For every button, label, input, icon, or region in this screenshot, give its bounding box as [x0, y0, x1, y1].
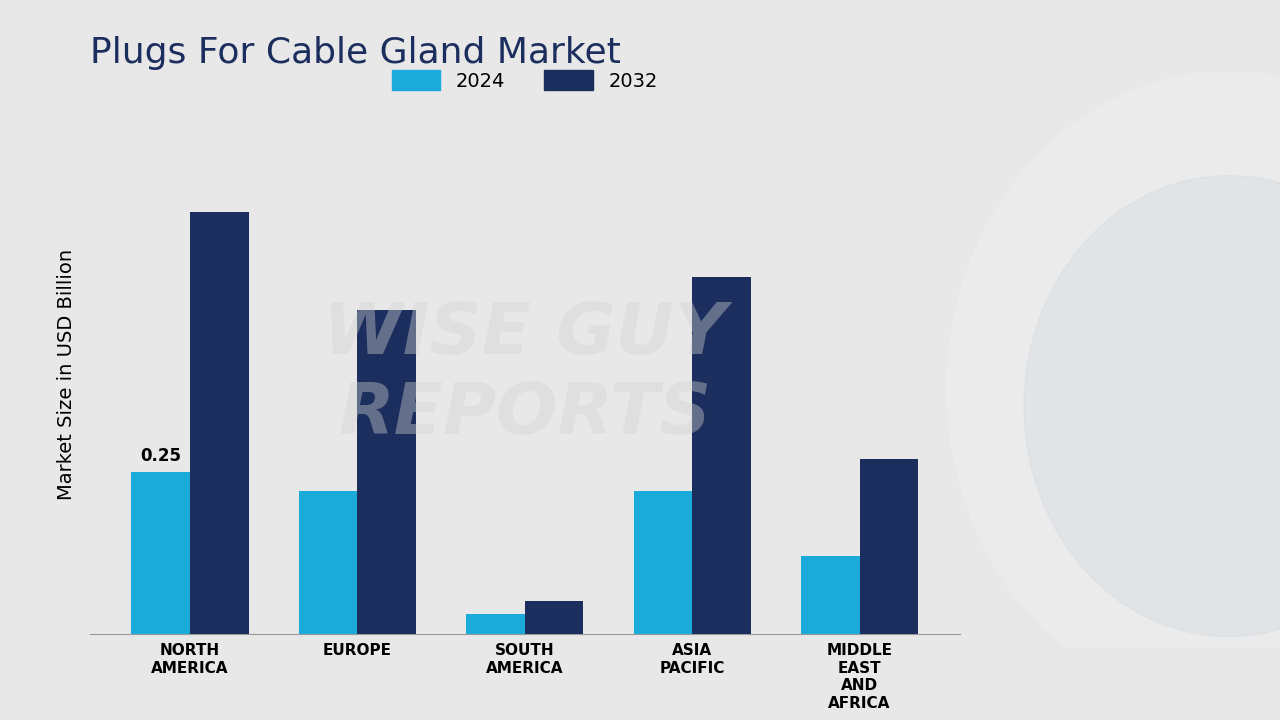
Circle shape [1024, 176, 1280, 636]
Bar [525, 601, 584, 634]
Bar [466, 614, 525, 634]
Bar [634, 491, 692, 634]
Text: WISE GUY
REPORTS: WISE GUY REPORTS [323, 300, 727, 449]
Bar [132, 472, 189, 634]
Bar [357, 310, 416, 634]
Bar [298, 491, 357, 634]
Text: 0.25: 0.25 [141, 447, 182, 465]
Legend: 2024, 2032: 2024, 2032 [384, 63, 666, 99]
Y-axis label: Market Size in USD Billion: Market Size in USD Billion [56, 249, 76, 500]
Circle shape [947, 72, 1280, 706]
Bar [860, 459, 918, 634]
Bar [189, 212, 248, 634]
Text: Plugs For Cable Gland Market: Plugs For Cable Gland Market [90, 36, 621, 70]
Bar [801, 556, 860, 634]
Bar [692, 277, 751, 634]
